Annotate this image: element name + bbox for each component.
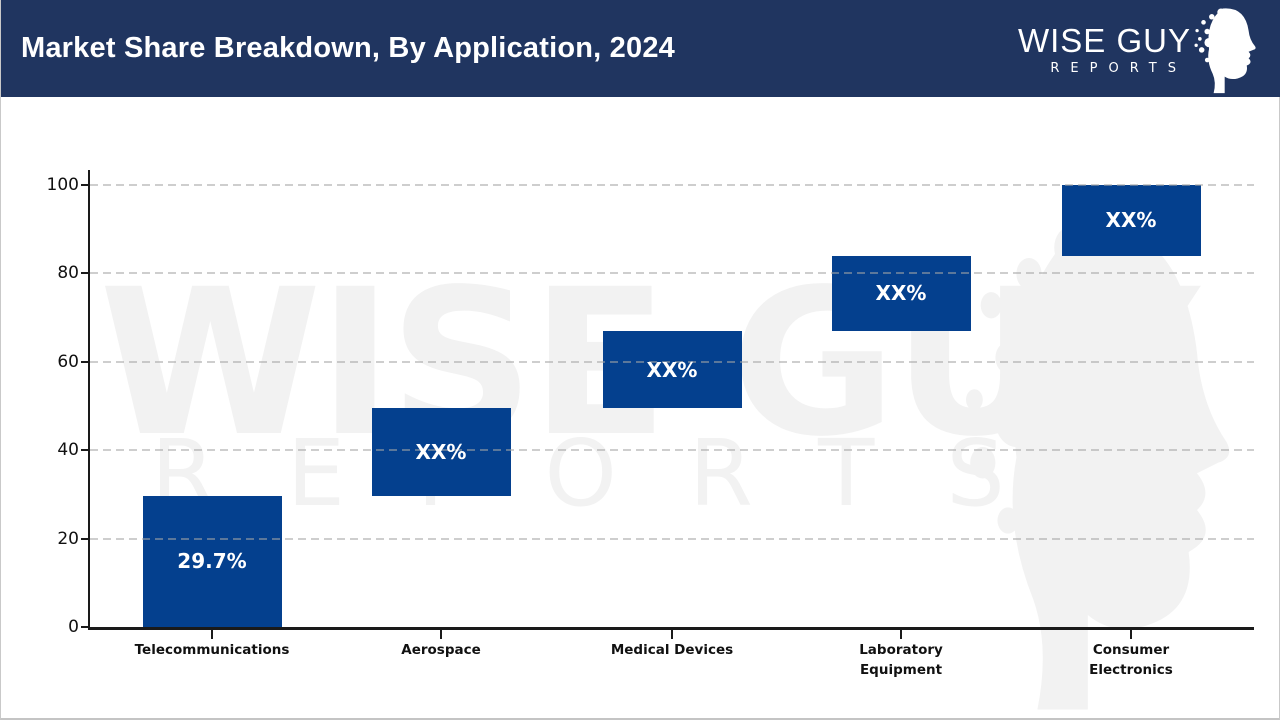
bar-telecommunications — [142, 495, 282, 627]
y-tick-label-60: 60 — [57, 351, 79, 372]
gridline-y-80 — [90, 272, 1254, 275]
y-tick-label-80: 80 — [57, 263, 79, 284]
gridline-y-60 — [90, 360, 1254, 363]
y-axis-tick-20 — [81, 537, 90, 540]
gridline-y-40 — [90, 449, 1254, 452]
y-axis-line — [88, 170, 90, 629]
x-axis-tick-4 — [1130, 630, 1132, 639]
y-tick-label-100: 100 — [46, 175, 79, 195]
bar-medical-devices — [602, 330, 742, 409]
x-axis-line — [88, 627, 1254, 630]
bar-value-label: XX% — [1105, 208, 1157, 233]
gridline-y-20 — [90, 537, 1254, 540]
wise-guy-reports-logo: WISE GUY REPORTS — [1018, 3, 1280, 95]
x-axis-tick-3 — [900, 630, 902, 639]
category-label-aerospace: Aerospace — [401, 642, 481, 658]
page-title: Market Share Breakdown, By Application, … — [21, 32, 675, 64]
y-axis-tick-100 — [81, 184, 90, 186]
watermark-head-icon — [966, 225, 1230, 710]
bar-value-label: 29.7% — [177, 549, 247, 574]
bar-laboratory-equipment — [831, 255, 971, 331]
x-axis-tick-1 — [440, 630, 442, 639]
bar-aerospace — [371, 408, 511, 496]
y-tick-label-40: 40 — [57, 440, 79, 461]
bar-consumer-electronics — [1061, 185, 1201, 256]
y-axis-tick-40 — [81, 449, 90, 452]
category-label-telecommunications: Telecommunications — [134, 642, 290, 658]
category-label-consumer-electronics: Consumer Electronics — [1089, 642, 1173, 678]
y-axis-tick-60 — [81, 360, 90, 363]
logo-wordmark: WISE GUY — [1017, 21, 1191, 59]
category-label-laboratory-equipment: Laboratory Equipment — [859, 642, 943, 678]
dotted-head-logo-icon — [1194, 7, 1256, 93]
watermark-subtitle: REPORTS — [151, 420, 1077, 527]
category-label-medical-devices: Medical Devices — [610, 642, 734, 658]
x-axis-tick-0 — [211, 630, 213, 639]
y-axis-tick-0 — [81, 626, 90, 628]
bar-value-label: XX% — [415, 439, 467, 464]
logo-text: WISE GUY REPORTS — [1018, 22, 1191, 76]
bar-value-label: XX% — [875, 281, 927, 306]
logo-subtitle: REPORTS — [1050, 60, 1187, 76]
header-band: Market Share Breakdown, By Application, … — [1, 0, 1280, 97]
bar-value-label: XX% — [646, 357, 698, 382]
y-axis-tick-80 — [81, 272, 90, 275]
y-tick-label-20: 20 — [57, 528, 79, 549]
y-tick-label-0: 0 — [68, 617, 79, 637]
x-axis-tick-2 — [671, 630, 673, 639]
gridline-y-100 — [90, 184, 1254, 186]
